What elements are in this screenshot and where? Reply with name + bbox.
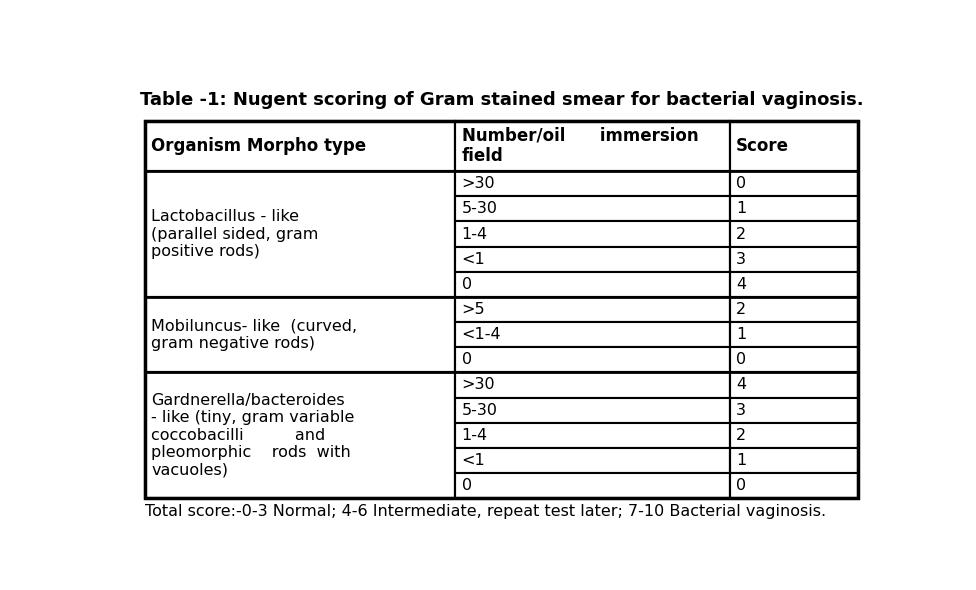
- Bar: [456, 196, 730, 221]
- Bar: [456, 121, 730, 171]
- Bar: [730, 473, 858, 498]
- Text: 5-30: 5-30: [462, 402, 498, 418]
- Bar: [730, 372, 858, 398]
- Bar: [456, 171, 730, 196]
- Text: 0: 0: [462, 277, 471, 292]
- Bar: [730, 398, 858, 422]
- Text: 0: 0: [736, 478, 747, 493]
- Text: Table -1: Nugent scoring of Gram stained smear for bacterial vaginosis.: Table -1: Nugent scoring of Gram stained…: [140, 91, 864, 109]
- Text: 5-30: 5-30: [462, 201, 498, 217]
- Bar: [456, 473, 730, 498]
- Bar: [456, 322, 730, 348]
- Text: >30: >30: [462, 378, 495, 392]
- Bar: [730, 247, 858, 272]
- Bar: [730, 272, 858, 297]
- Bar: [730, 348, 858, 372]
- Bar: [730, 221, 858, 247]
- Bar: [145, 121, 858, 498]
- Bar: [456, 247, 730, 272]
- Text: 1: 1: [736, 453, 747, 468]
- Bar: [456, 272, 730, 297]
- Bar: [456, 348, 730, 372]
- Bar: [456, 398, 730, 422]
- Text: Score: Score: [736, 137, 790, 155]
- Text: Total score:-0-3 Normal; 4-6 Intermediate, repeat test later; 7-10 Bacterial vag: Total score:-0-3 Normal; 4-6 Intermediat…: [145, 504, 827, 519]
- Text: 3: 3: [736, 402, 746, 418]
- Bar: [145, 372, 456, 498]
- Text: 4: 4: [736, 277, 747, 292]
- Text: 0: 0: [736, 352, 747, 368]
- Text: <1-4: <1-4: [462, 327, 502, 342]
- Bar: [456, 297, 730, 322]
- Text: Number/oil      immersion
field: Number/oil immersion field: [462, 127, 698, 165]
- Text: 1: 1: [736, 201, 747, 217]
- Text: 1-4: 1-4: [462, 227, 488, 241]
- Text: Lactobacillus - like
(parallel sided, gram
positive rods): Lactobacillus - like (parallel sided, gr…: [151, 209, 319, 259]
- Bar: [456, 221, 730, 247]
- Text: <1: <1: [462, 252, 485, 267]
- Bar: [730, 322, 858, 348]
- Bar: [730, 448, 858, 473]
- Text: 0: 0: [736, 176, 747, 191]
- Text: 2: 2: [736, 428, 747, 442]
- Bar: [145, 171, 456, 297]
- Text: 3: 3: [736, 252, 746, 267]
- Text: Mobiluncus- like  (curved,
gram negative rods): Mobiluncus- like (curved, gram negative …: [151, 319, 357, 351]
- Text: 0: 0: [462, 352, 471, 368]
- Bar: [145, 121, 858, 498]
- Bar: [730, 121, 858, 171]
- Text: >5: >5: [462, 302, 485, 317]
- Text: 1: 1: [736, 327, 747, 342]
- Text: >30: >30: [462, 176, 495, 191]
- Text: Organism Morpho type: Organism Morpho type: [151, 137, 367, 155]
- Bar: [730, 422, 858, 448]
- Bar: [730, 171, 858, 196]
- Text: 4: 4: [736, 378, 747, 392]
- Bar: [456, 422, 730, 448]
- Bar: [730, 297, 858, 322]
- Bar: [456, 372, 730, 398]
- Text: 0: 0: [462, 478, 471, 493]
- Text: 1-4: 1-4: [462, 428, 488, 442]
- Text: 2: 2: [736, 227, 747, 241]
- Text: Gardnerella/bacteroides
- like (tiny, gram variable
coccobacilli          and
pl: Gardnerella/bacteroides - like (tiny, gr…: [151, 393, 355, 477]
- Bar: [145, 297, 456, 372]
- Bar: [456, 448, 730, 473]
- Text: <1: <1: [462, 453, 485, 468]
- Bar: [730, 196, 858, 221]
- Text: 2: 2: [736, 302, 747, 317]
- Bar: [145, 121, 456, 171]
